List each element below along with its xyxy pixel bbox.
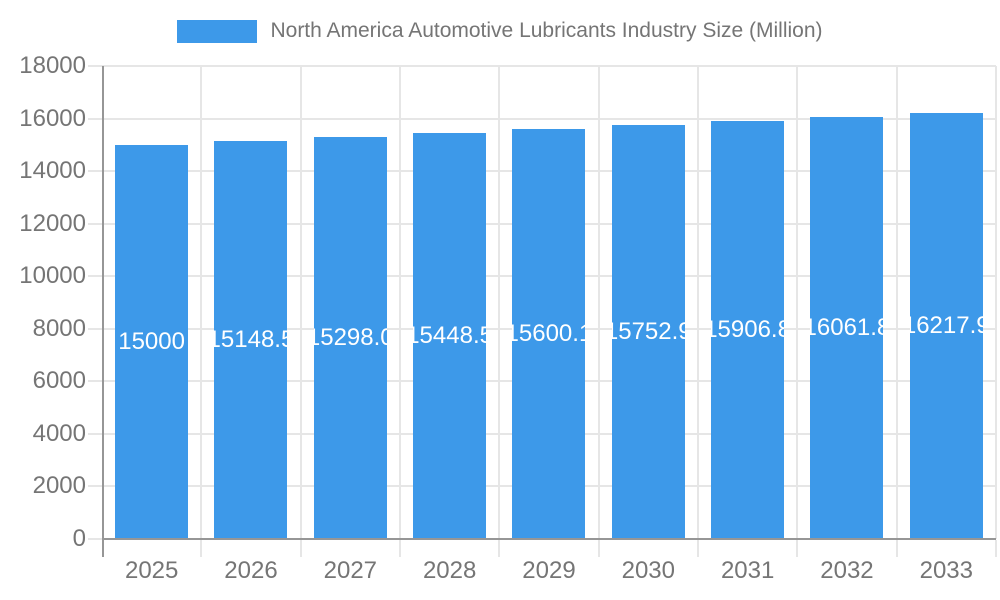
x-tick-label-2027: 2027 xyxy=(323,557,378,584)
x-tick-4 xyxy=(498,540,501,557)
category-2026: 15148.5 xyxy=(201,66,300,539)
bar-2030[interactable]: 15752.9 xyxy=(611,125,685,539)
y-tick-label-12000: 12000 xyxy=(19,209,86,237)
y-tick-label-10000: 10000 xyxy=(19,262,86,290)
y-tick-10000 xyxy=(88,275,102,278)
x-tick-9 xyxy=(995,540,997,557)
bar-2025[interactable]: 15000 xyxy=(115,144,189,539)
x-tick-label-2028: 2028 xyxy=(422,557,477,584)
x-tick-3 xyxy=(399,540,401,557)
x-axis-tick-labels: 2025 2026 2027 2028 2029 2030 2031 2032 2033 xyxy=(102,556,996,586)
x-tick-2 xyxy=(299,540,302,557)
bar-value-label-2025: 15000 xyxy=(118,327,185,355)
category-2032: 16061.8 xyxy=(797,66,896,539)
bar-value-label-2028: 15448.5 xyxy=(413,322,486,350)
x-tick-label-2026: 2026 xyxy=(224,557,278,584)
bar-2029[interactable]: 15600.1 xyxy=(512,129,586,539)
y-tick-label-2000: 2000 xyxy=(32,472,86,500)
y-tick-label-0: 0 xyxy=(72,525,86,552)
x-tick-label-2030: 2030 xyxy=(621,557,675,584)
x-tick-label-2032: 2032 xyxy=(820,557,874,584)
chart-legend[interactable]: North America Automotive Lubricants Indu… xyxy=(0,19,1000,43)
y-axis-line xyxy=(102,66,104,557)
x-tick-1 xyxy=(200,540,203,557)
gridline-x-2 xyxy=(299,66,302,539)
x-tick-label-2033: 2033 xyxy=(919,557,973,584)
bar-2028[interactable]: 15448.5 xyxy=(413,133,487,539)
x-tick-label-2025: 2025 xyxy=(124,557,179,584)
bar-value-label-2026: 15148.5 xyxy=(214,325,287,353)
bar-value-label-2033: 16217.9 xyxy=(910,311,983,339)
bar-value-label-2030: 15752.9 xyxy=(612,318,685,346)
y-tick-label-18000: 18000 xyxy=(19,52,86,79)
category-2025: 15000 xyxy=(102,66,201,539)
category-2031: 15906.8 xyxy=(698,66,797,539)
y-tick-6000 xyxy=(88,380,102,383)
bar-2031[interactable]: 15906.8 xyxy=(711,121,785,539)
y-axis-tick-labels: 0 2000 4000 6000 8000 10000 12000 14000 16000 180… xyxy=(0,0,86,600)
gridline-x-8 xyxy=(895,66,898,539)
y-tick-4000 xyxy=(88,432,102,435)
bar-2033[interactable]: 16217.9 xyxy=(909,112,983,539)
legend-swatch[interactable] xyxy=(177,19,258,43)
gridline-x-6 xyxy=(697,66,699,539)
plot-area: 15000 15148.5 15298.0 15448.5 15600.1 15752.9… xyxy=(102,65,997,539)
x-axis-line xyxy=(102,538,996,540)
bar-series: 15000 15148.5 15298.0 15448.5 15600.1 15752.9… xyxy=(102,66,996,539)
y-tick-16000 xyxy=(88,117,102,120)
gridline-x-3 xyxy=(399,66,401,539)
y-tick-8000 xyxy=(88,327,102,330)
legend-label[interactable]: North America Automotive Lubricants Indu… xyxy=(270,19,823,42)
y-tick-label-16000: 16000 xyxy=(19,104,86,132)
category-2027: 15298.0 xyxy=(301,66,400,539)
y-tick-18000 xyxy=(88,65,102,67)
bar-2026[interactable]: 15148.5 xyxy=(214,140,288,539)
bar-2032[interactable]: 16061.8 xyxy=(810,116,884,539)
gridline-x-4 xyxy=(498,66,501,539)
bar-value-label-2027: 15298.0 xyxy=(314,324,387,351)
y-tick-2000 xyxy=(88,485,102,488)
bar-value-label-2029: 15600.1 xyxy=(512,320,585,348)
y-tick-label-14000: 14000 xyxy=(19,157,86,185)
x-tick-label-2031: 2031 xyxy=(720,557,775,584)
x-tick-7 xyxy=(796,540,799,557)
y-tick-0 xyxy=(88,538,102,540)
x-tick-label-2029: 2029 xyxy=(522,557,576,584)
y-tick-12000 xyxy=(88,222,102,225)
y-tick-label-4000: 4000 xyxy=(32,419,86,447)
gridline-x-9 xyxy=(995,66,997,539)
category-2030: 15752.9 xyxy=(599,66,698,539)
y-tick-14000 xyxy=(88,170,102,173)
category-2033: 16217.9 xyxy=(897,66,996,539)
y-tick-label-6000: 6000 xyxy=(32,367,86,395)
x-tick-6 xyxy=(697,540,699,557)
gridline-x-5 xyxy=(597,66,600,539)
y-tick-label-8000: 8000 xyxy=(32,314,86,342)
bar-value-label-2032: 16061.8 xyxy=(810,313,883,341)
gridline-y-18000 xyxy=(102,65,996,67)
bar-2027[interactable]: 15298.0 xyxy=(313,137,387,539)
bar-value-label-2031: 15906.8 xyxy=(711,316,784,343)
category-2029: 15600.1 xyxy=(499,66,598,539)
gridline-x-1 xyxy=(200,66,203,539)
x-tick-8 xyxy=(895,540,898,557)
x-tick-5 xyxy=(597,540,600,557)
category-2028: 15448.5 xyxy=(400,66,499,539)
gridline-x-7 xyxy=(796,66,799,539)
gridline-y-16000 xyxy=(102,117,996,120)
